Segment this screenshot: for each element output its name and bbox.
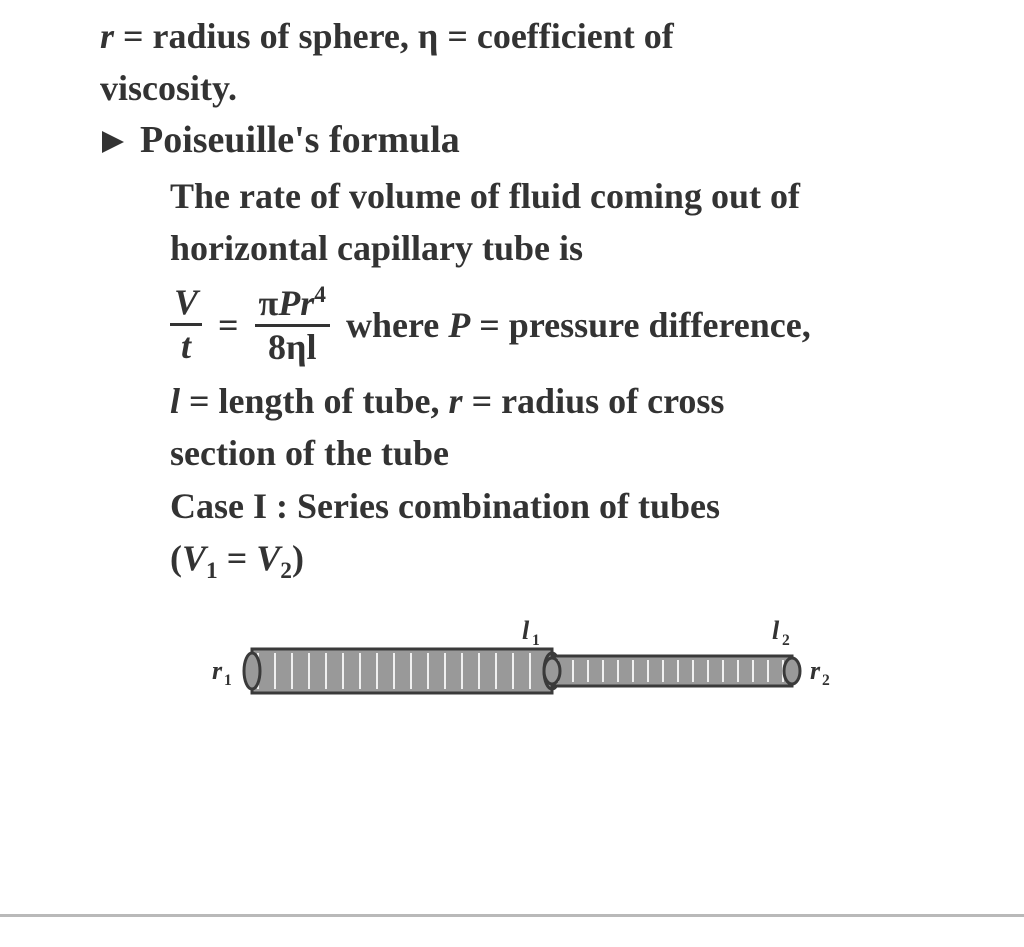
- where-post: = pressure difference,: [470, 305, 810, 345]
- rhs-fraction: πPr4 8ηl: [255, 283, 330, 368]
- section-heading: Poiseuille's formula: [100, 114, 964, 170]
- rhs-den: 8ηl: [264, 329, 320, 367]
- intro-line-2: viscosity.: [100, 62, 964, 114]
- where-clause: where P = pressure difference,: [346, 302, 811, 349]
- where-P: P: [448, 305, 470, 345]
- expr-open: (: [170, 538, 182, 578]
- case-label: Case I :: [170, 486, 297, 526]
- expr-V2: V: [256, 538, 280, 578]
- case-expr: (V1 = V2): [100, 532, 964, 589]
- rhs-pi: π: [259, 283, 279, 323]
- svg-text:l: l: [522, 616, 530, 645]
- para-line-2: horizontal capillary tube is: [100, 222, 964, 274]
- bullet-icon: [100, 117, 126, 170]
- svg-text:r: r: [810, 656, 821, 685]
- where-pre: where: [346, 305, 448, 345]
- case-text: Series combination of tubes: [297, 486, 720, 526]
- svg-text:l: l: [772, 616, 780, 645]
- heading-text: Poiseuille's formula: [140, 119, 460, 161]
- svg-text:1: 1: [532, 632, 540, 649]
- equals-sign: =: [218, 304, 239, 346]
- lhs-den: t: [177, 328, 195, 366]
- diagram-svg: l1l2r1r2: [182, 599, 882, 719]
- page: r = radius of sphere, η = coefficient of…: [0, 0, 1024, 947]
- svg-text:2: 2: [822, 672, 830, 689]
- rhs-P: P: [278, 283, 300, 323]
- intro-line-1-rest: = radius of sphere, η = coefficient of: [114, 16, 674, 56]
- rhs-r: r: [300, 283, 314, 323]
- bottom-rule: [0, 914, 1024, 917]
- expr-V2-sub: 2: [280, 558, 292, 584]
- rhs-num: πPr4: [255, 283, 330, 323]
- para-line-1: The rate of volume of fluid coming out o…: [100, 170, 964, 222]
- defs-mid: = length of tube,: [180, 381, 449, 421]
- expr-V1-sub: 1: [206, 558, 218, 584]
- defs-post: = radius of cross: [463, 381, 725, 421]
- expr-V1: V: [182, 538, 206, 578]
- svg-text:2: 2: [782, 632, 790, 649]
- rhs-exp: 4: [314, 282, 326, 308]
- var-r: r: [100, 16, 114, 56]
- var-r2: r: [449, 381, 463, 421]
- var-l: l: [170, 381, 180, 421]
- intro-line-1: r = radius of sphere, η = coefficient of: [100, 10, 964, 62]
- svg-text:1: 1: [224, 672, 232, 689]
- defs-line-2: section of the tube: [100, 427, 964, 479]
- defs-line-1: l = length of tube, r = radius of cross: [100, 375, 964, 427]
- expr-eq: =: [218, 538, 257, 578]
- svg-text:r: r: [212, 656, 223, 685]
- formula: V t = πPr4 8ηl where P = pressure differ…: [100, 283, 964, 368]
- lhs-num: V: [170, 284, 202, 322]
- lhs-fraction: V t: [170, 284, 202, 367]
- expr-close: ): [292, 538, 304, 578]
- case-line: Case I : Series combination of tubes: [100, 480, 964, 532]
- tubes-diagram: l1l2r1r2: [182, 599, 882, 719]
